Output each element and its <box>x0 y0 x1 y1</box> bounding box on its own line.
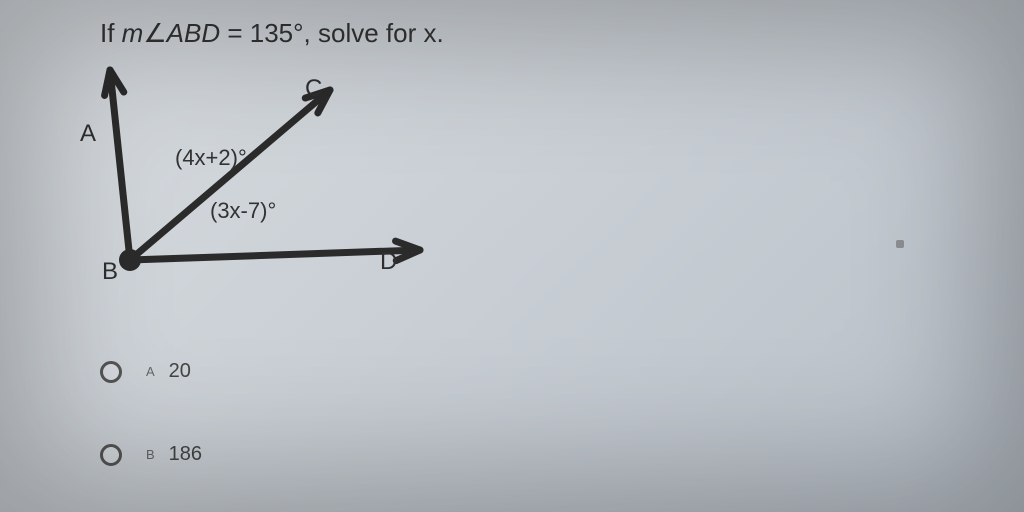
point-label-a: A <box>80 120 96 148</box>
radio-icon[interactable] <box>100 361 122 383</box>
radio-icon[interactable] <box>100 444 122 466</box>
diagram-svg <box>80 30 500 310</box>
option-letter: A <box>146 364 155 379</box>
stray-mark <box>896 240 904 248</box>
angle-label-abc: (4x+2)° <box>175 145 247 171</box>
option-row[interactable]: A 20 <box>100 360 202 383</box>
point-label-c: C <box>305 75 322 103</box>
vertex-dot <box>119 249 141 271</box>
option-row[interactable]: B 186 <box>100 443 202 466</box>
angle-label-cbd: (3x-7)° <box>210 198 276 224</box>
option-value: 20 <box>169 360 191 383</box>
option-value: 186 <box>169 443 202 466</box>
option-letter: B <box>146 447 155 462</box>
rays-group <box>105 70 420 261</box>
angle-diagram: A B C D (4x+2)° (3x-7)° <box>80 30 500 310</box>
answer-options: A 20 B 186 <box>100 360 202 512</box>
point-label-d: D <box>380 248 397 276</box>
point-label-b: B <box>102 258 118 286</box>
page-root: If m∠ABD = 135°, solve for x. A B C D (4… <box>0 0 1024 512</box>
